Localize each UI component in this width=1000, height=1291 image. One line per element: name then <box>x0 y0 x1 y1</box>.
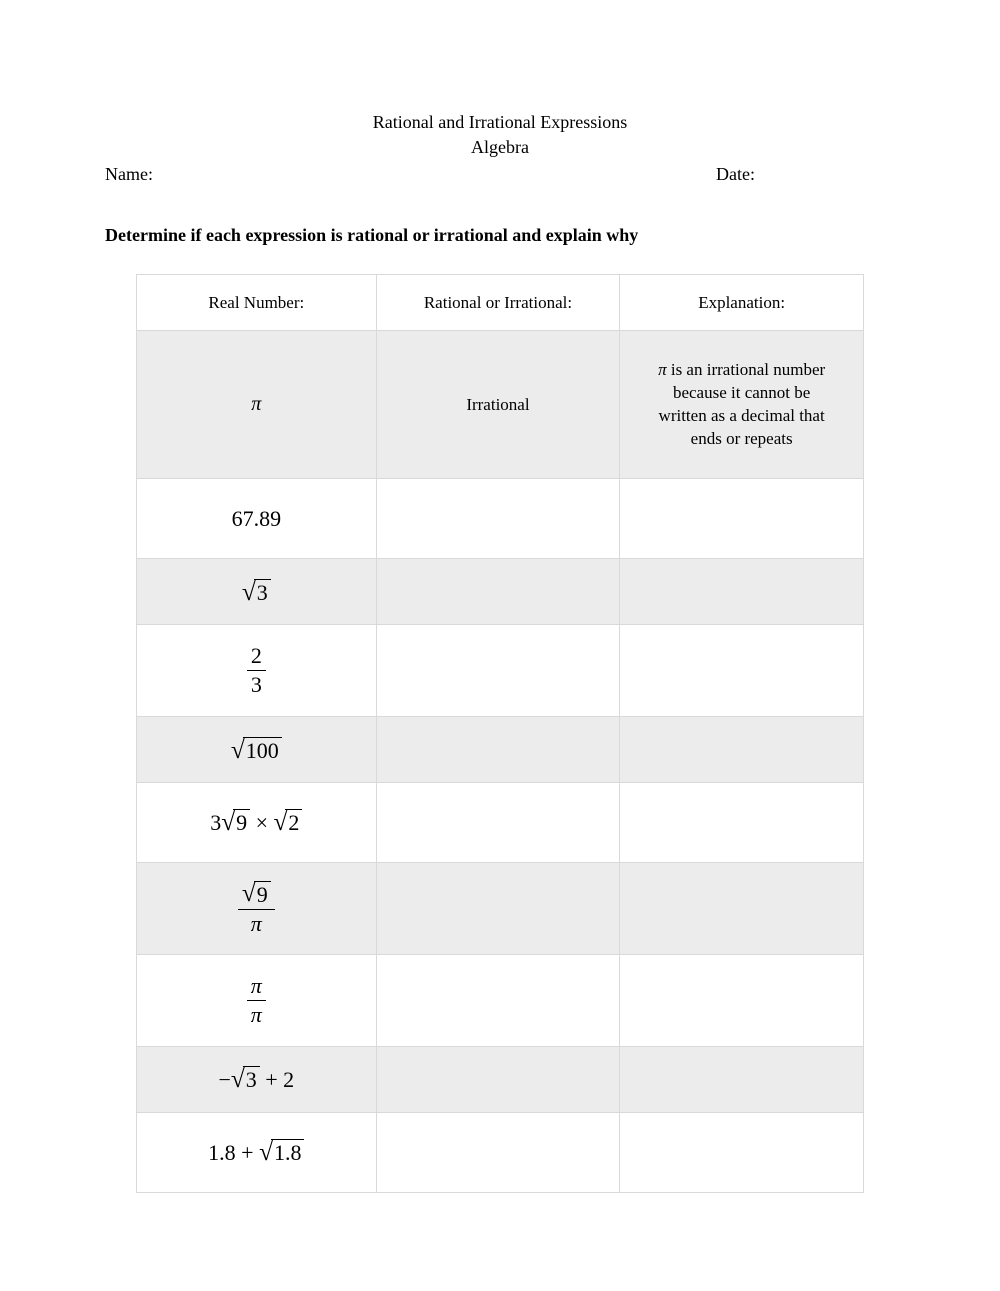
col-header-explanation: Explanation: <box>620 275 864 331</box>
table-row: 3√9 × √2 <box>137 783 864 863</box>
classification-cell <box>376 479 620 559</box>
worksheet-table: Real Number: Rational or Irrational: Exp… <box>136 274 864 1193</box>
table-header-row: Real Number: Rational or Irrational: Exp… <box>137 275 864 331</box>
col-header-classify: Rational or Irrational: <box>376 275 620 331</box>
classification-cell <box>376 717 620 783</box>
worksheet-title: Rational and Irrational Expressions <box>105 110 895 135</box>
expression-cell: π <box>137 331 377 479</box>
table-row: 67.89 <box>137 479 864 559</box>
worksheet-subject: Algebra <box>105 135 895 160</box>
classification-cell <box>376 1047 620 1113</box>
name-label: Name: <box>105 164 153 185</box>
classification-cell <box>376 863 620 955</box>
explanation-cell <box>620 863 864 955</box>
expression-cell: −√3 + 2 <box>137 1047 377 1113</box>
table-row: 1.8 + √1.8 <box>137 1113 864 1193</box>
table-row: −√3 + 2 <box>137 1047 864 1113</box>
classification-cell <box>376 559 620 625</box>
classification-cell <box>376 783 620 863</box>
explanation-cell <box>620 955 864 1047</box>
explanation-cell <box>620 559 864 625</box>
classification-cell <box>376 955 620 1047</box>
classification-cell <box>376 1113 620 1193</box>
table-row: √3 <box>137 559 864 625</box>
expression-cell: 23 <box>137 625 377 717</box>
table-row: 23 <box>137 625 864 717</box>
expression-cell: 3√9 × √2 <box>137 783 377 863</box>
table-row: √100 <box>137 717 864 783</box>
explanation-cell <box>620 479 864 559</box>
expression-cell: π π <box>137 955 377 1047</box>
col-header-number: Real Number: <box>137 275 377 331</box>
name-date-row: Name: Date: <box>105 164 895 185</box>
expression-cell: 1.8 + √1.8 <box>137 1113 377 1193</box>
expression-cell: √100 <box>137 717 377 783</box>
explanation-cell: π is an irrational numberbecause it cann… <box>620 331 864 479</box>
expression-cell: √9 π <box>137 863 377 955</box>
classification-cell: Irrational <box>376 331 620 479</box>
expression-cell: 67.89 <box>137 479 377 559</box>
date-label: Date: <box>716 164 895 185</box>
instructions: Determine if each expression is rational… <box>105 225 895 246</box>
explanation-cell <box>620 625 864 717</box>
explanation-cell <box>620 783 864 863</box>
expression-cell: √3 <box>137 559 377 625</box>
table-row: π π <box>137 955 864 1047</box>
worksheet-header: Rational and Irrational Expressions Alge… <box>105 110 895 160</box>
table-row: √9 π <box>137 863 864 955</box>
explanation-cell <box>620 1047 864 1113</box>
explanation-cell <box>620 1113 864 1193</box>
table-body: π Irrational π is an irrational numberbe… <box>137 331 864 1193</box>
classification-cell <box>376 625 620 717</box>
explanation-cell <box>620 717 864 783</box>
table-row: π Irrational π is an irrational numberbe… <box>137 331 864 479</box>
